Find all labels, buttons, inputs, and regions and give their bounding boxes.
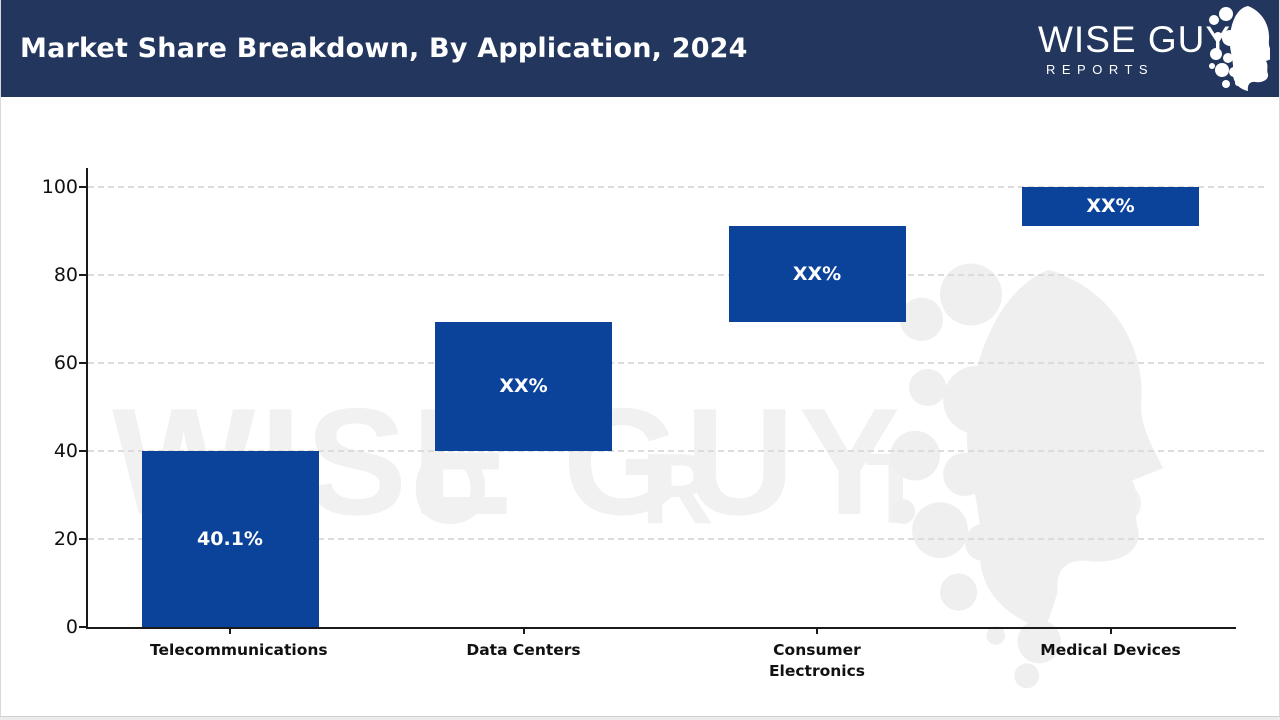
y-axis-line xyxy=(86,168,88,629)
y-axis-tick-mark xyxy=(79,538,87,540)
y-axis-tick-label: 100 xyxy=(41,176,78,198)
x-axis-tick-mark xyxy=(816,628,818,634)
y-axis-tick-label: 80 xyxy=(53,264,78,286)
y-axis-tick-label: 20 xyxy=(53,528,78,550)
bar-value-label: XX% xyxy=(1086,195,1135,218)
logo-line2-text: REPORTS xyxy=(1046,62,1154,77)
y-gridline xyxy=(88,450,1264,452)
y-gridline xyxy=(88,274,1264,276)
x-axis-tick-label: Medical Devices xyxy=(1040,641,1181,659)
wiseguy-logo: WISE GUY REPORTS xyxy=(1010,4,1274,94)
waterfall-bar xyxy=(141,450,319,627)
x-axis-tick-label: Data Centers xyxy=(466,641,581,659)
y-gridline xyxy=(88,186,1264,188)
logo-head-icon xyxy=(1209,6,1274,91)
y-axis-tick-mark xyxy=(79,450,87,452)
waterfall-chart: 0 20 40 60 80 100 40.1% Telecommunications XX% Da… xyxy=(0,97,1280,720)
y-axis-tick-mark xyxy=(79,274,87,276)
y-axis-tick-label: 60 xyxy=(53,352,78,374)
wiseguy-logo-graphic: WISE GUY REPORTS xyxy=(1038,6,1274,91)
y-axis-tick-label: 0 xyxy=(65,616,78,638)
y-axis-tick-mark xyxy=(79,362,87,364)
waterfall-bar xyxy=(1022,187,1199,226)
y-axis-tick-mark xyxy=(79,626,87,628)
bar-value-label: XX% xyxy=(499,375,548,398)
waterfall-bar xyxy=(435,322,612,451)
x-axis-tick-label: Consumer Electronics xyxy=(768,641,866,680)
y-axis-tick-mark xyxy=(79,186,87,188)
x-axis-tick-mark xyxy=(522,628,525,634)
x-axis-tick-label: Telecommunications xyxy=(150,641,328,659)
bar-value-label: 40.1% xyxy=(197,527,263,550)
x-axis-line xyxy=(86,627,1236,629)
x-axis-tick-mark xyxy=(1109,628,1112,634)
logo-line1-text: WISE GUY xyxy=(1038,19,1231,60)
y-axis-tick-label: 40 xyxy=(53,440,78,462)
page-title: Market Share Breakdown, By Application, … xyxy=(20,33,748,64)
y-gridline xyxy=(88,538,1264,540)
bar-value-label: XX% xyxy=(792,262,842,285)
y-gridline xyxy=(88,362,1264,364)
header-bar: Market Share Breakdown, By Application, … xyxy=(0,0,1280,97)
x-axis-tick-mark xyxy=(229,628,231,634)
waterfall-bar xyxy=(728,225,906,323)
